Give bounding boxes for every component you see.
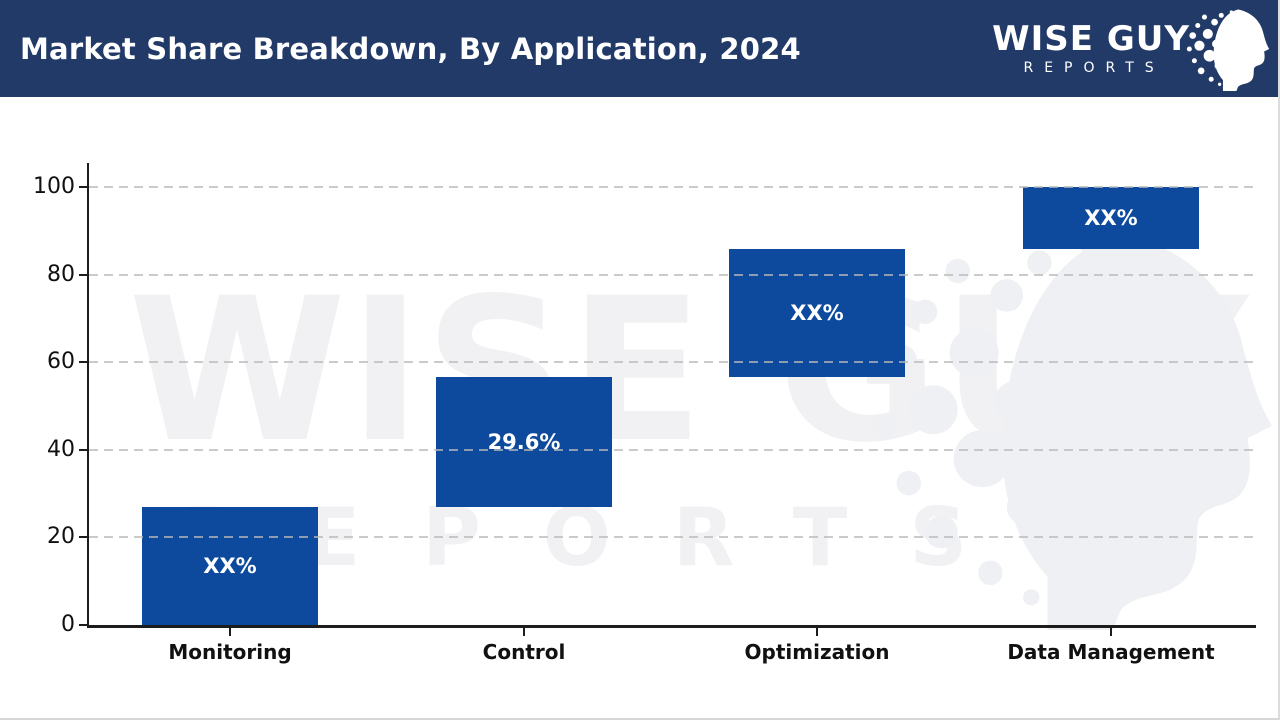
- x-tick-label-control: Control: [482, 640, 566, 664]
- logo-subtitle: REPORTS: [1023, 60, 1165, 76]
- bar-value-label-monitoring: XX%: [203, 553, 257, 578]
- watermark-head-icon: [868, 222, 1276, 630]
- x-tick-label-optimization: Optimization: [744, 640, 890, 664]
- y-tick-label-40: 40: [47, 436, 75, 462]
- bar-control: [436, 377, 612, 507]
- logo-wordmark: WISE GUY: [992, 19, 1190, 59]
- wise-guy-reports-logo: WISE GUY REPORTS: [992, 7, 1280, 91]
- bar-value-label-optimization: XX%: [790, 301, 844, 326]
- y-axis-line: [87, 163, 89, 628]
- header-bar: Market Share Breakdown, By Application, …: [0, 0, 1280, 97]
- y-tick-mark-60: [79, 361, 87, 364]
- gridline-60: [89, 361, 1256, 364]
- x-tick-mark-monitoring: [229, 628, 231, 636]
- y-tick-label-80: 80: [47, 261, 75, 287]
- y-tick-label-100: 100: [33, 174, 75, 199]
- y-tick-label-20: 20: [47, 524, 75, 550]
- x-axis-line: [87, 625, 1256, 628]
- bar-monitoring: [142, 506, 318, 625]
- x-tick-label-monitoring: Monitoring: [168, 640, 292, 664]
- x-tick-mark-control: [523, 628, 525, 636]
- y-tick-mark-0: [79, 624, 87, 626]
- bar-optimization: [729, 249, 905, 378]
- y-tick-mark-80: [79, 273, 87, 276]
- x-tick-label-data-management: Data Management: [1007, 640, 1215, 664]
- bar-value-label-control: 29.6%: [487, 429, 561, 454]
- y-tick-mark-40: [79, 448, 87, 451]
- y-tick-label-0: 0: [61, 612, 75, 637]
- bar-value-label-data-management: XX%: [1084, 206, 1138, 231]
- dotted-head-icon: [1186, 7, 1270, 91]
- x-tick-mark-data-management: [1110, 628, 1112, 636]
- y-tick-mark-20: [79, 536, 87, 539]
- logo-text: WISE GUY REPORTS: [992, 22, 1190, 75]
- page-title: Market Share Breakdown, By Application, …: [20, 31, 801, 66]
- y-tick-mark-100: [79, 186, 87, 188]
- gridline-40: [89, 448, 1256, 451]
- bar-data-management: [1023, 187, 1199, 250]
- gridline-80: [89, 273, 1256, 276]
- gridline-100: [89, 186, 1256, 188]
- x-tick-mark-optimization: [816, 628, 818, 636]
- gridline-20: [89, 536, 1256, 539]
- y-tick-label-60: 60: [47, 349, 75, 375]
